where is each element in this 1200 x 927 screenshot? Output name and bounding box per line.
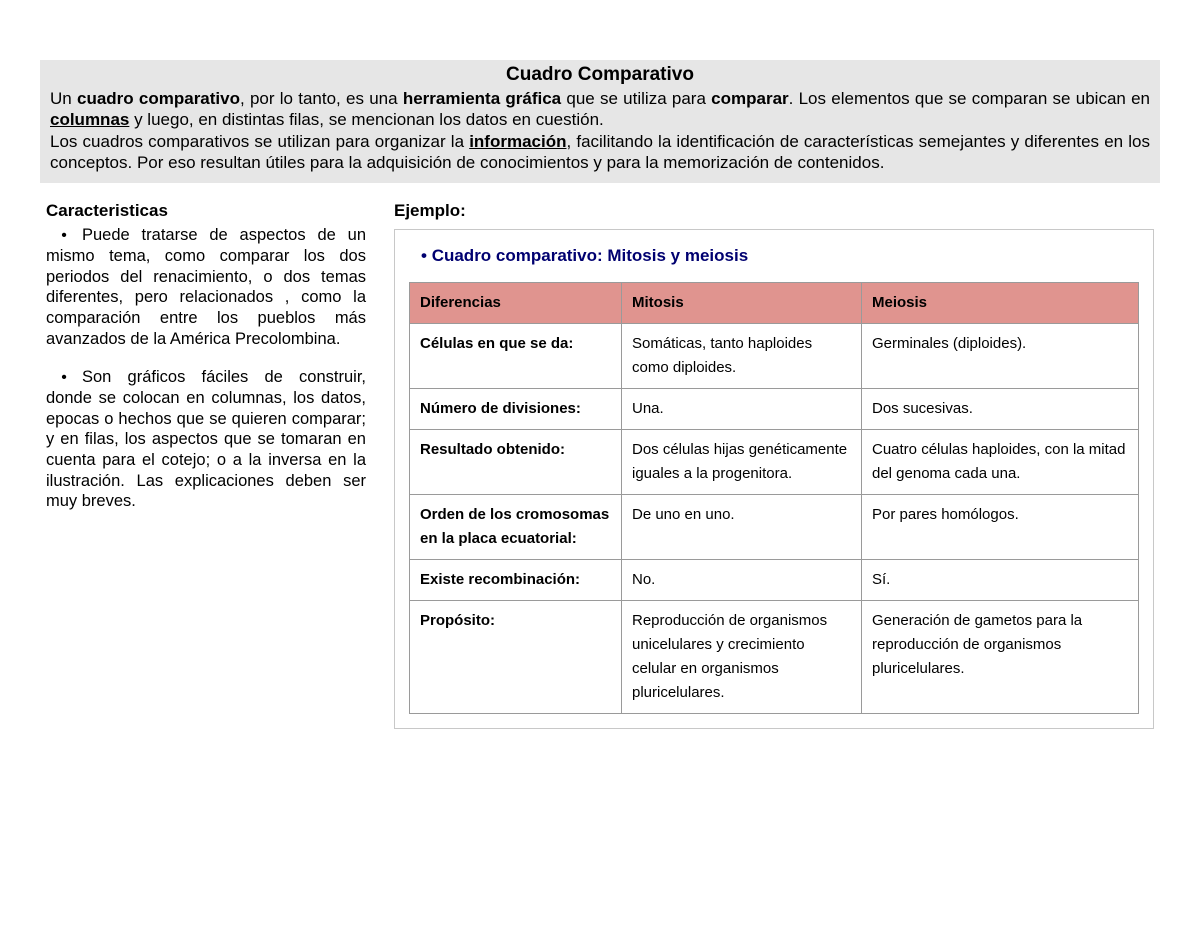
table-row-header: Resultado obtenido: [410, 430, 622, 495]
table-body: Células en que se da:Somáticas, tanto ha… [410, 324, 1139, 714]
characteristics-column: Caracteristicas •Puede tratarse de aspec… [46, 201, 366, 729]
table-cell: Reproducción de organismos unicelulares … [622, 601, 862, 714]
table-cell: Dos células hijas genéticamente iguales … [622, 430, 862, 495]
example-column: Ejemplo: Cuadro comparativo: Mitosis y m… [394, 201, 1154, 729]
intro-paragraph-1: Un cuadro comparativo, por lo tanto, es … [50, 88, 1150, 131]
table-row: Células en que se da:Somáticas, tanto ha… [410, 324, 1139, 389]
intro-bold: comparar [711, 89, 788, 108]
table-row-header: Número de divisiones: [410, 389, 622, 430]
intro-text: y luego, en distintas filas, se menciona… [129, 110, 603, 129]
intro-paragraph-2: Los cuadros comparativos se utilizan par… [50, 131, 1150, 174]
bullet-text: Son gráficos fáciles de construir, donde… [46, 368, 366, 510]
example-heading: Ejemplo: [394, 201, 1154, 221]
example-box: Cuadro comparativo: Mitosis y meiosis Di… [394, 229, 1154, 729]
intro-text: Un [50, 89, 77, 108]
intro-text: . Los elementos que se comparan se ubica… [789, 89, 1150, 108]
bullet-icon: • [46, 226, 82, 246]
table-row: Existe recombinación:No.Sí. [410, 560, 1139, 601]
table-cell: Generación de gametos para la reproducci… [862, 601, 1139, 714]
table-row-header: Existe recombinación: [410, 560, 622, 601]
intro-box: Cuadro Comparativo Un cuadro comparativo… [40, 60, 1160, 183]
page-title: Cuadro Comparativo [50, 64, 1150, 86]
bullet-item: •Puede tratarse de aspectos de un mismo … [46, 225, 366, 349]
table-cell: No. [622, 560, 862, 601]
table-header: Diferencias [410, 283, 622, 324]
table-row: Número de divisiones:Una.Dos sucesivas. [410, 389, 1139, 430]
table-cell: Sí. [862, 560, 1139, 601]
table-row-header: Propósito: [410, 601, 622, 714]
intro-underline: columnas [50, 110, 129, 129]
intro-text: , por lo tanto, es una [240, 89, 403, 108]
table-cell: Dos sucesivas. [862, 389, 1139, 430]
table-cell: Cuatro células haploides, con la mitad d… [862, 430, 1139, 495]
table-row: Propósito:Reproducción de organismos uni… [410, 601, 1139, 714]
table-cell: Somáticas, tanto haploides como diploide… [622, 324, 862, 389]
content-columns: Caracteristicas •Puede tratarse de aspec… [40, 201, 1160, 729]
document-page: Cuadro Comparativo Un cuadro comparativo… [0, 0, 1200, 769]
bullet-text: Puede tratarse de aspectos de un mismo t… [46, 226, 366, 348]
table-row: Resultado obtenido:Dos células hijas gen… [410, 430, 1139, 495]
intro-text: Los cuadros comparativos se utilizan par… [50, 132, 469, 151]
bullet-item: •Son gráficos fáciles de construir, dond… [46, 367, 366, 512]
intro-bold: herramienta gráfica [403, 89, 561, 108]
intro-bold: cuadro comparativo [77, 89, 240, 108]
comparison-table: Diferencias Mitosis Meiosis Células en q… [409, 282, 1139, 714]
table-header: Meiosis [862, 283, 1139, 324]
table-cell: De uno en uno. [622, 495, 862, 560]
table-cell: Germinales (diploides). [862, 324, 1139, 389]
table-row: Orden de los cromosomas en la placa ecua… [410, 495, 1139, 560]
table-header: Mitosis [622, 283, 862, 324]
table-cell: Por pares homólogos. [862, 495, 1139, 560]
intro-text: que se utiliza para [561, 89, 711, 108]
table-row-header: Orden de los cromosomas en la placa ecua… [410, 495, 622, 560]
table-cell: Una. [622, 389, 862, 430]
bullet-icon: • [46, 368, 82, 388]
table-header-row: Diferencias Mitosis Meiosis [410, 283, 1139, 324]
table-row-header: Células en que se da: [410, 324, 622, 389]
example-title: Cuadro comparativo: Mitosis y meiosis [421, 246, 1139, 266]
characteristics-heading: Caracteristicas [46, 201, 366, 221]
intro-underline: información [469, 132, 566, 151]
